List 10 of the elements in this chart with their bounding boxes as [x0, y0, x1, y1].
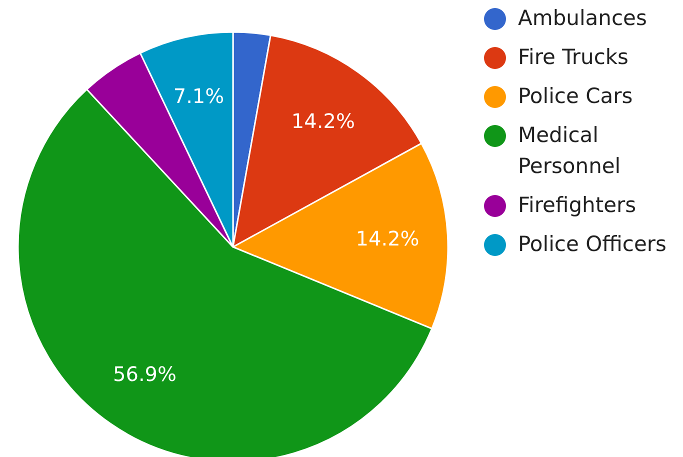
legend-label: Fire Trucks	[518, 44, 628, 71]
legend-label: Firefighters	[518, 192, 636, 219]
data-label: 7.1%	[173, 84, 224, 108]
data-label: 56.9%	[113, 362, 177, 386]
legend-label: Ambulances	[518, 5, 647, 32]
data-label: 14.2%	[291, 109, 355, 134]
data-label: 14.2%	[356, 226, 420, 250]
legend-label: Police Cars	[518, 83, 633, 110]
legend-label: Police Officers	[518, 231, 666, 258]
legend-label: Medical Personnel	[518, 122, 622, 180]
